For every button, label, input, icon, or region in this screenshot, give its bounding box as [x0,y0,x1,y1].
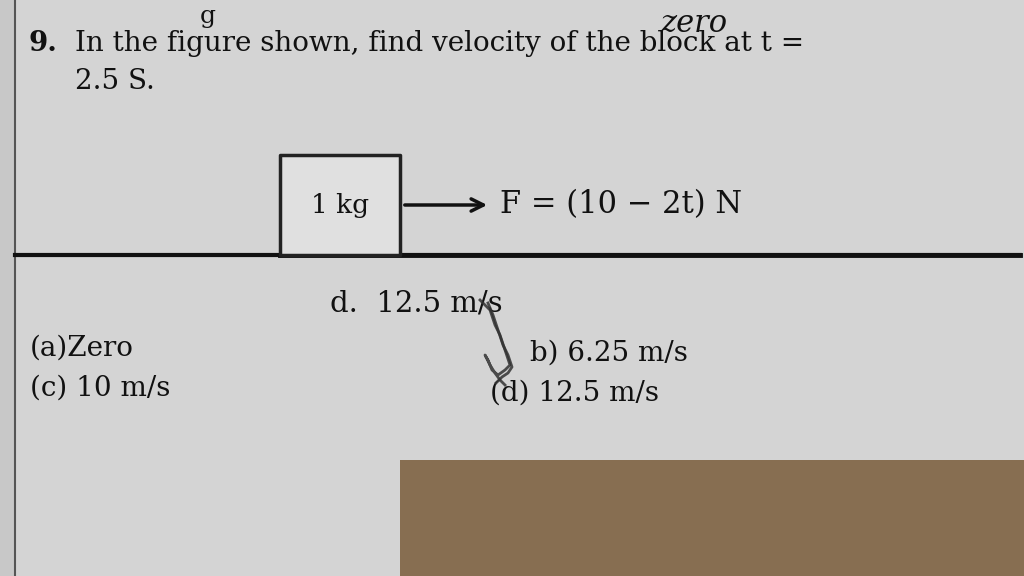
Text: F = (10 − 2t) N: F = (10 − 2t) N [500,190,742,221]
Text: 9.: 9. [28,30,57,57]
Text: b) 6.25 m/s: b) 6.25 m/s [530,340,688,367]
Text: 1 kg: 1 kg [311,192,369,218]
Text: 2.5 S.: 2.5 S. [75,68,155,95]
Bar [400,460,1024,576]
Text: (a)Zero: (a)Zero [30,335,134,362]
Text: In the figure shown, find velocity of the block at t =: In the figure shown, find velocity of th… [75,30,804,57]
Text: (d) 12.5 m/s: (d) 12.5 m/s [490,380,659,407]
Bar [280,155,400,255]
Text: d.  12.5 m/s: d. 12.5 m/s [330,290,503,318]
Text: (c) 10 m/s: (c) 10 m/s [30,375,170,402]
Text: zero: zero [660,8,727,39]
Text: g: g [200,5,216,28]
